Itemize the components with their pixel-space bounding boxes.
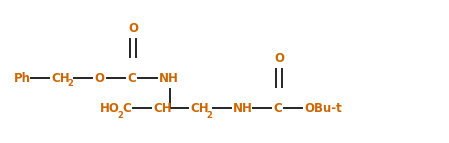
Text: Ph: Ph xyxy=(14,72,31,85)
Text: 2: 2 xyxy=(117,111,123,120)
Text: CH: CH xyxy=(51,72,70,85)
Text: O: O xyxy=(274,51,284,64)
Text: NH: NH xyxy=(159,72,179,85)
Text: 2: 2 xyxy=(67,80,73,89)
Text: C: C xyxy=(127,72,136,85)
Text: O: O xyxy=(128,21,138,34)
Text: O: O xyxy=(94,72,104,85)
Text: OBu-t: OBu-t xyxy=(304,102,342,115)
Text: CH: CH xyxy=(153,102,172,115)
Text: NH: NH xyxy=(233,102,253,115)
Text: 2: 2 xyxy=(206,111,212,120)
Text: CH: CH xyxy=(190,102,209,115)
Text: C: C xyxy=(273,102,282,115)
Text: C: C xyxy=(122,102,131,115)
Text: HO: HO xyxy=(100,102,120,115)
